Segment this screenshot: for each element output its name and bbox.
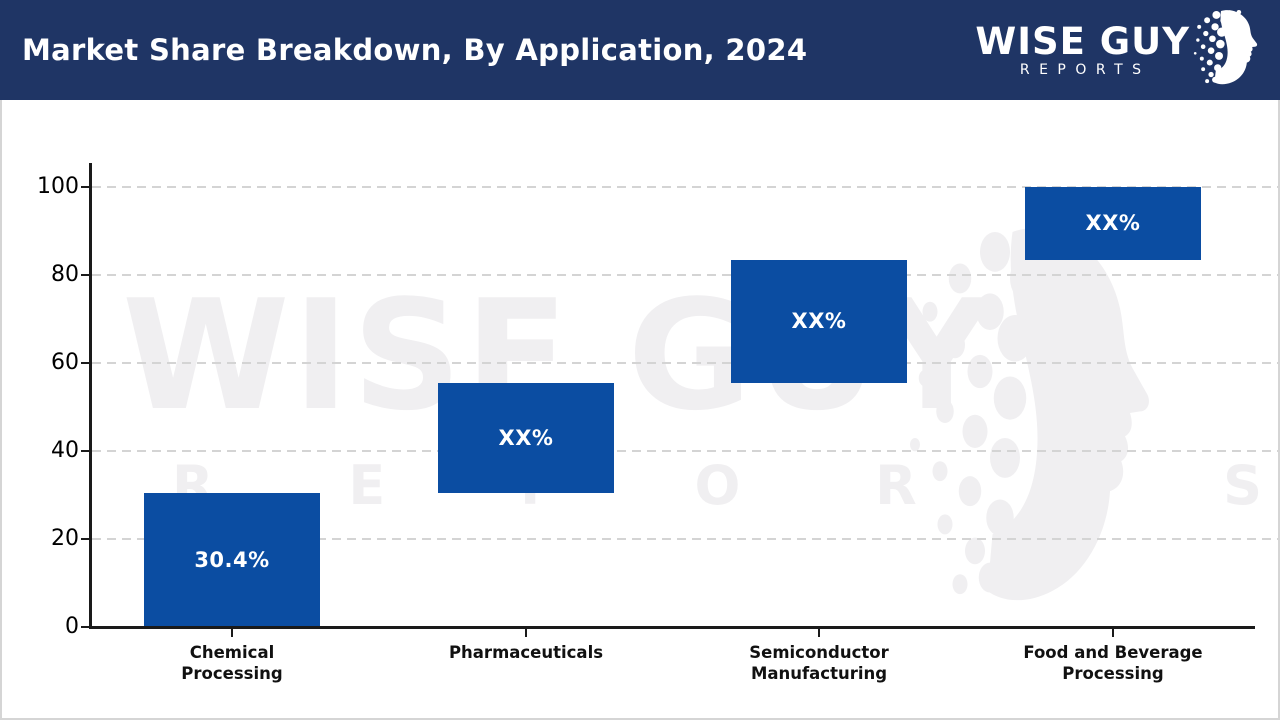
gridline-100 bbox=[92, 186, 1278, 188]
gridline-60 bbox=[92, 362, 1278, 364]
plot-region: 0 20 40 60 80 100 30.4% Chemical Processing XX% Ph… bbox=[2, 100, 1278, 718]
bar-semiconductor-manufacturing: XX% bbox=[731, 259, 907, 383]
x-category-label-food-and-beverage-processing: Food and Beverage Processing bbox=[1023, 643, 1203, 683]
y-tick-label-40: 40 bbox=[51, 438, 79, 463]
bar-chemical-processing: 30.4% bbox=[144, 493, 320, 627]
x-tick-mark-chemical-processing bbox=[231, 629, 233, 637]
bar-value-label-semiconductor-manufacturing: XX% bbox=[791, 309, 847, 334]
logo-face-icon bbox=[1193, 9, 1258, 85]
bar-value-label-chemical-processing: 30.4% bbox=[194, 548, 270, 573]
bar-food-and-beverage-processing: XX% bbox=[1025, 187, 1201, 260]
y-axis-spine bbox=[89, 163, 92, 629]
chart-canvas: WISE GUY R E P O R T S 0 20 40 60 80 100 30.4%… bbox=[0, 100, 1280, 720]
x-axis-spine bbox=[89, 626, 1255, 629]
page-title: Market Share Breakdown, By Application, … bbox=[22, 33, 808, 67]
wise-guy-logo: WISE GUY REPORTS bbox=[975, 7, 1266, 93]
logo-wordmark: WISE GUY bbox=[975, 20, 1190, 63]
header-bar: Market Share Breakdown, By Application, … bbox=[0, 0, 1280, 100]
logo-subtitle: REPORTS bbox=[1019, 62, 1151, 78]
x-category-label-chemical-processing: Chemical Processing bbox=[181, 643, 283, 683]
bar-value-label-food-and-beverage-processing: XX% bbox=[1085, 211, 1141, 236]
gridline-80 bbox=[92, 274, 1278, 276]
y-tick-label-100: 100 bbox=[37, 174, 79, 199]
y-tick-mark-80 bbox=[81, 274, 89, 276]
bar-value-label-pharmaceuticals: XX% bbox=[498, 426, 554, 451]
y-tick-mark-60 bbox=[81, 362, 89, 364]
y-tick-mark-100 bbox=[81, 186, 89, 188]
x-category-label-pharmaceuticals: Pharmaceuticals bbox=[448, 643, 604, 662]
y-tick-mark-20 bbox=[81, 538, 89, 540]
x-tick-mark-pharmaceuticals bbox=[525, 629, 527, 637]
y-tick-mark-0 bbox=[81, 626, 89, 628]
y-tick-label-80: 80 bbox=[51, 262, 79, 287]
y-tick-mark-40 bbox=[81, 450, 89, 452]
y-tick-label-60: 60 bbox=[51, 350, 79, 375]
x-category-label-semiconductor-manufacturing: Semiconductor Manufacturing bbox=[749, 643, 889, 683]
logo-text: WISE GUY REPORTS bbox=[975, 23, 1190, 77]
x-tick-mark-semiconductor-manufacturing bbox=[818, 629, 820, 637]
x-tick-mark-food-and-beverage-processing bbox=[1112, 629, 1114, 637]
y-tick-label-20: 20 bbox=[51, 526, 79, 551]
gridline-20 bbox=[92, 538, 1278, 540]
bar-pharmaceuticals: XX% bbox=[438, 382, 614, 494]
y-tick-label-0: 0 bbox=[65, 614, 79, 639]
gridline-40 bbox=[92, 450, 1278, 452]
